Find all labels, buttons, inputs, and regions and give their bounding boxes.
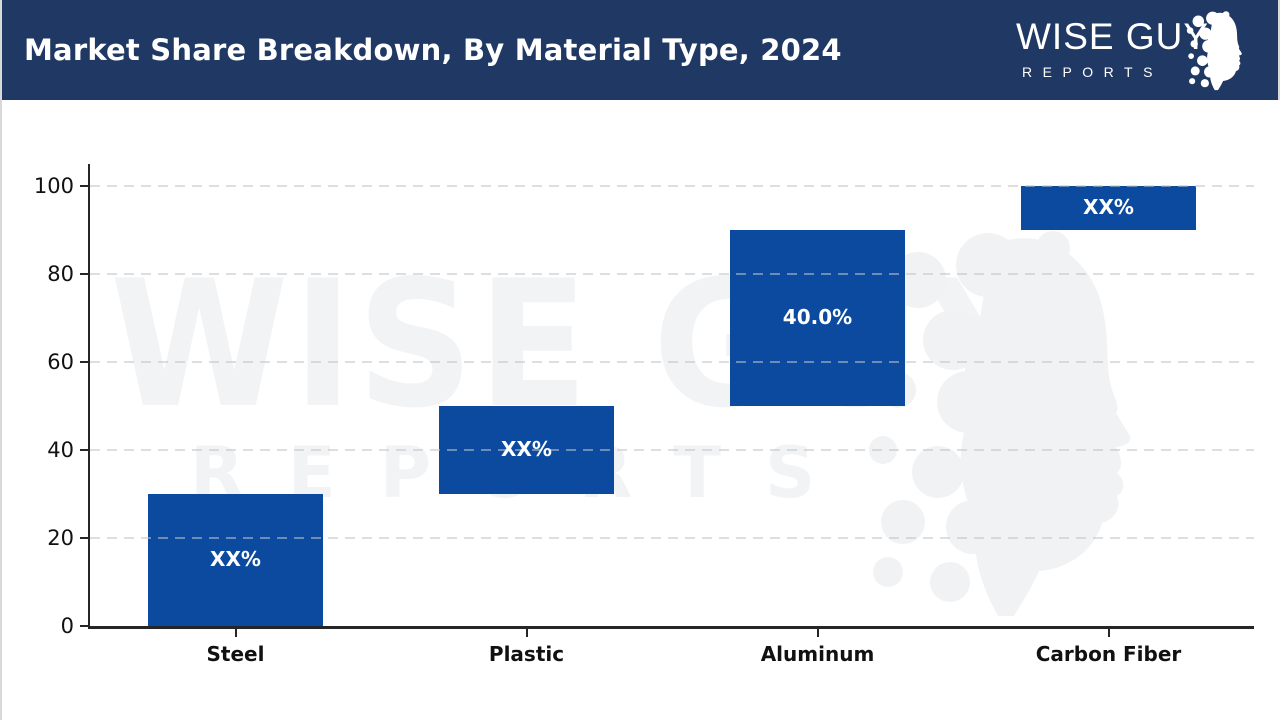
y-tick-label-100: 100: [33, 174, 74, 198]
y-tick-mark: [80, 273, 88, 275]
logo-line1: WISE GUY: [1016, 16, 1209, 57]
y-axis-spine: [88, 164, 90, 628]
x-tick-label-aluminum: Aluminum: [760, 642, 875, 666]
x-tick-mark: [234, 629, 237, 637]
y-tick-mark: [80, 361, 88, 363]
header-bar: Market Share Breakdown, By Material Type…: [2, 0, 1278, 100]
bar-aluminum: [730, 230, 905, 406]
y-tick-label-0: 0: [60, 614, 74, 638]
y-tick-label-60: 60: [47, 350, 74, 374]
page-title: Market Share Breakdown, By Material Type…: [24, 33, 842, 67]
bar-value-label: XX%: [501, 437, 552, 461]
chart-canvas: WISE GUY REPORTS 020406080100XX%SteelXX%…: [2, 100, 1280, 720]
gridline-y-20: [90, 537, 1254, 539]
logo-line2: REPORTS: [1022, 64, 1163, 80]
bar-steel: [148, 494, 323, 626]
x-tick-label-plastic: Plastic: [488, 642, 565, 666]
x-axis-spine: [88, 626, 1254, 629]
bar-value-label: XX%: [210, 547, 261, 571]
y-tick-mark: [80, 185, 88, 187]
x-tick-mark: [525, 629, 528, 637]
y-tick-label-40: 40: [47, 438, 74, 462]
bar-carbon-fiber: [1021, 186, 1196, 230]
y-tick-label-20: 20: [47, 526, 74, 550]
gridline-y-60: [90, 361, 1254, 363]
y-tick-mark: [80, 537, 88, 539]
wise-guy-logo: WISE GUY REPORTS: [1016, 11, 1242, 91]
plot-area: 0 20 40 60 80 100 XX% Steel XX% Plastic 40.0% Alumi…: [34, 164, 1254, 666]
x-tick-mark: [1107, 629, 1110, 637]
x-tick-mark: [816, 629, 819, 637]
bar-value-label: XX%: [1083, 195, 1134, 219]
gridline-y-100: [90, 185, 1254, 187]
gridline-y-80: [90, 273, 1254, 275]
x-tick-label-steel: Steel: [206, 642, 265, 666]
y-tick-mark: [80, 625, 88, 627]
y-tick-label-80: 80: [47, 262, 74, 286]
x-tick-label-carbon-fiber: Carbon Fiber: [1035, 642, 1182, 666]
bar-value-label: 40.0%: [782, 305, 853, 329]
gridline-y-40: [90, 449, 1254, 451]
y-tick-mark: [80, 449, 88, 451]
